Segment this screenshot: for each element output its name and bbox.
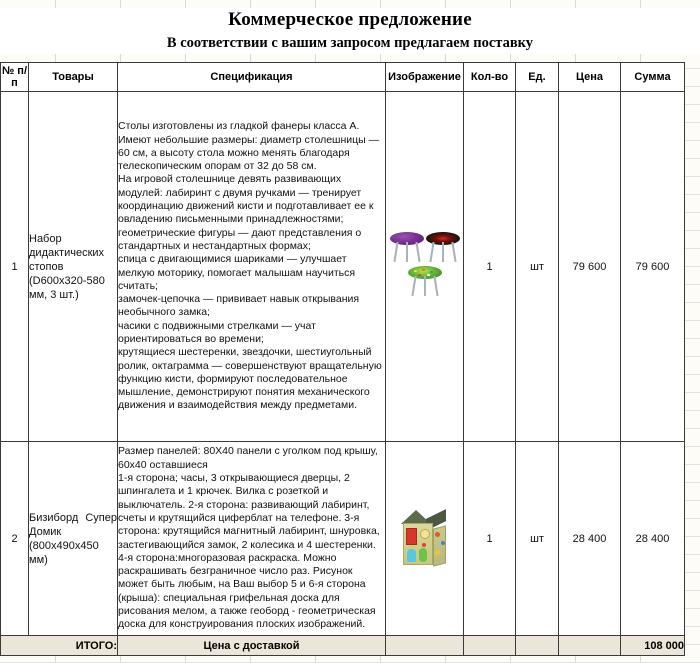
totals-empty-qty [463, 635, 516, 656]
specification-text: Столы изготовлены из гладкой фанеры клас… [118, 120, 382, 412]
row-number: 1 [0, 91, 29, 442]
header-unit: Ед. [515, 62, 559, 92]
black-table-icon [425, 231, 460, 266]
green-table-icon [407, 265, 442, 300]
price-value: 28 400 [558, 441, 621, 636]
totals-empty-price [558, 635, 621, 656]
totals-empty-image [385, 635, 464, 656]
product-image-cell [385, 441, 464, 636]
page-subtitle: В соответствии с вашим запросом предлага… [0, 32, 700, 54]
product-image-cell [385, 91, 464, 442]
busy-board-house-photo [398, 508, 452, 570]
header-image: Изображение [385, 62, 464, 92]
product-name: Набор дидактических стопов (D600х320-580… [28, 91, 118, 442]
header-goods: Товары [28, 62, 118, 92]
totals-delivery-label: Цена с доставкой [117, 635, 386, 656]
price-value: 79 600 [558, 91, 621, 442]
totals-row: ИТОГО: Цена с доставкой 108 000 [0, 635, 685, 656]
unit-value: шт [515, 441, 559, 636]
didactic-tables-photo [389, 230, 461, 304]
row-number: 2 [0, 441, 29, 636]
header-sum: Сумма [620, 62, 685, 92]
quantity-value: 1 [463, 91, 516, 442]
header-qty: Кол-во [463, 62, 516, 92]
header-spec: Спецификация [117, 62, 386, 92]
table-row: 1 Набор дидактических стопов (D600х320-5… [0, 91, 685, 442]
totals-label: ИТОГО: [0, 635, 118, 656]
offer-table: № п/п Товары Спецификация Изображение Ко… [0, 62, 685, 656]
page-title: Коммерческое предложение [0, 8, 700, 32]
product-specification: Столы изготовлены из гладкой фанеры клас… [117, 91, 386, 442]
unit-value: шт [515, 91, 559, 442]
header-num: № п/п [0, 62, 29, 92]
totals-amount: 108 000 [620, 635, 685, 656]
product-specification: Размер панелей: 80Х40 панели с уголком п… [117, 441, 386, 636]
sum-value: 28 400 [620, 441, 685, 636]
table-header-row: № п/п Товары Спецификация Изображение Ко… [0, 62, 685, 92]
purple-table-icon [389, 231, 424, 266]
specification-text: Размер панелей: 80Х40 панели с уголком п… [118, 445, 380, 631]
sum-value: 79 600 [620, 91, 685, 442]
totals-empty-unit [515, 635, 559, 656]
table-row: 2 Бизиборд Супер Домик (800х490х450 мм) … [0, 441, 685, 636]
quantity-value: 1 [463, 441, 516, 636]
product-name: Бизиборд Супер Домик (800х490х450 мм) [28, 441, 118, 636]
header-price: Цена [558, 62, 621, 92]
